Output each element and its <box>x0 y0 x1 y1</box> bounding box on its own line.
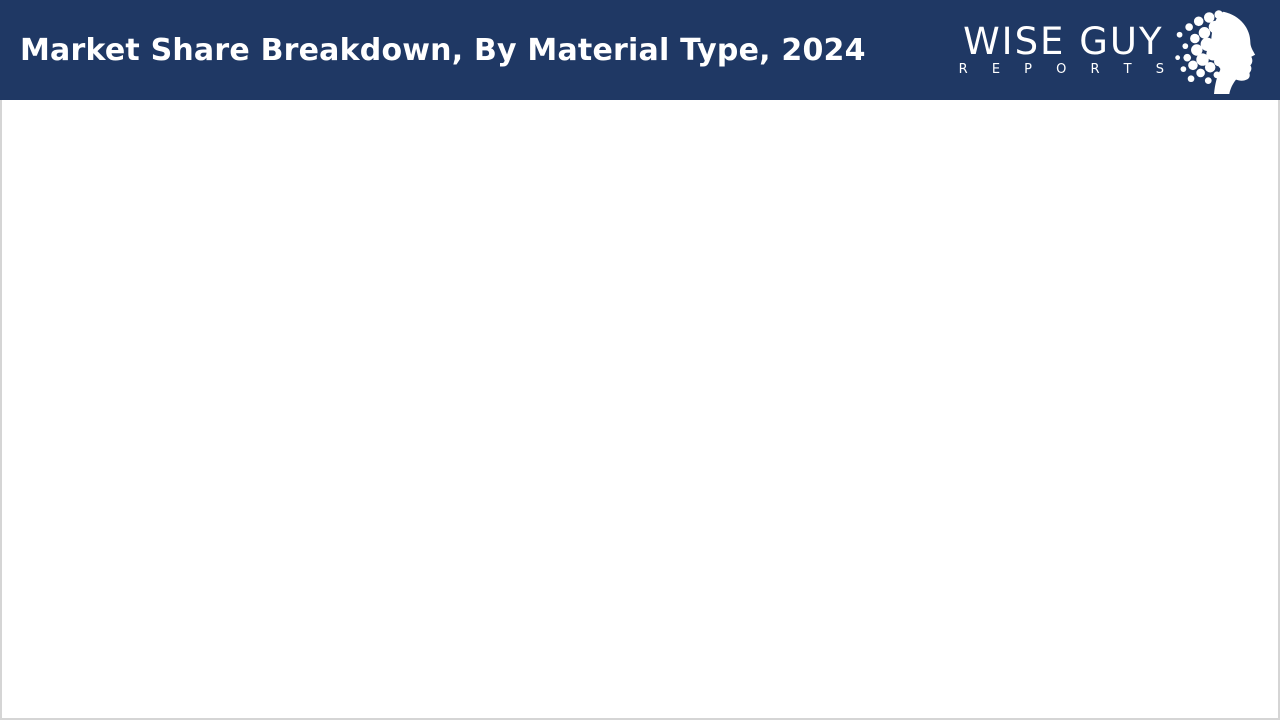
logo-subtitle: R E P O R T S <box>958 62 1174 77</box>
logo-face-icon <box>1175 10 1256 94</box>
logo-text: WISE GUY R E P O R T S <box>953 23 1174 77</box>
chart-frame <box>0 100 1280 720</box>
logo-wordmark: WISE GUY <box>963 20 1164 63</box>
wise-guy-reports-logo: WISE GUY R E P O R T S <box>953 6 1280 94</box>
page-title: Market Share Breakdown, By Material Type… <box>20 32 866 68</box>
header-bar: Market Share Breakdown, By Material Type… <box>0 0 1280 100</box>
